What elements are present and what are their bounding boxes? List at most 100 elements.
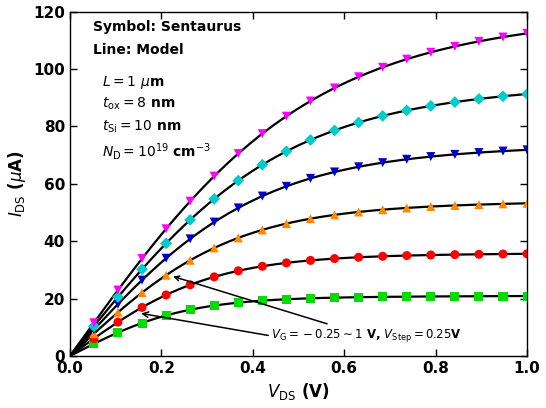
Point: [498, 251, 507, 257]
Point: [426, 103, 435, 109]
Y-axis label: $I_{\mathrm{DS}}$ ($\mu$A): $I_{\mathrm{DS}}$ ($\mu$A): [5, 151, 27, 217]
Point: [378, 253, 387, 259]
Text: $t_{\mathrm{Si}} = 10$ nm: $t_{\mathrm{Si}} = 10$ nm: [102, 118, 181, 135]
Point: [450, 202, 459, 209]
Point: [210, 274, 218, 280]
Text: $L = 1$ $\mu$m: $L = 1$ $\mu$m: [102, 73, 164, 91]
Point: [210, 195, 218, 202]
Point: [306, 295, 315, 302]
Point: [426, 252, 435, 258]
Point: [90, 341, 98, 347]
Point: [498, 201, 507, 207]
Point: [258, 131, 267, 137]
Point: [138, 304, 146, 310]
Point: [282, 259, 291, 266]
Point: [402, 56, 411, 62]
Point: [523, 30, 531, 37]
Point: [474, 201, 483, 208]
Point: [114, 329, 122, 336]
Point: [90, 319, 98, 326]
Point: [498, 148, 507, 154]
Point: [138, 289, 146, 296]
Point: [282, 183, 291, 190]
Point: [378, 206, 387, 213]
Point: [523, 293, 531, 299]
Point: [234, 299, 242, 306]
Point: [523, 200, 531, 206]
Point: [450, 251, 459, 258]
Point: [186, 306, 194, 313]
Point: [138, 320, 146, 326]
Point: [498, 34, 507, 40]
Text: $t_{\mathrm{ox}} = 8$ nm: $t_{\mathrm{ox}} = 8$ nm: [102, 96, 175, 112]
Point: [354, 119, 363, 126]
Point: [354, 164, 363, 170]
Point: [234, 205, 242, 211]
Point: [330, 85, 339, 91]
Point: [282, 148, 291, 155]
Point: [378, 64, 387, 71]
Point: [90, 323, 98, 330]
Point: [210, 173, 218, 180]
Point: [114, 294, 122, 300]
Point: [523, 91, 531, 97]
Point: [162, 226, 170, 232]
Point: [498, 293, 507, 299]
Point: [186, 282, 194, 288]
Point: [162, 255, 170, 262]
Point: [450, 293, 459, 299]
Point: [330, 255, 339, 262]
Point: [402, 252, 411, 259]
Point: [258, 193, 267, 200]
Point: [186, 235, 194, 242]
Point: [90, 330, 98, 337]
Point: [402, 107, 411, 114]
Point: [378, 113, 387, 119]
Text: Line: Model: Line: Model: [93, 42, 183, 57]
Point: [474, 293, 483, 299]
Point: [306, 215, 315, 222]
Point: [162, 292, 170, 298]
Text: Symbol: Sentaurus: Symbol: Sentaurus: [93, 20, 241, 34]
Point: [330, 127, 339, 134]
Point: [523, 251, 531, 257]
Text: $V_{\mathrm{G}} = -0.25\sim1$ V, $V_{\mathrm{Step}} = 0.25$V: $V_{\mathrm{G}} = -0.25\sim1$ V, $V_{\ma…: [175, 276, 462, 344]
Point: [402, 156, 411, 162]
Point: [186, 198, 194, 204]
Point: [498, 93, 507, 100]
Point: [114, 301, 122, 307]
Point: [186, 257, 194, 264]
Point: [306, 175, 315, 182]
Point: [450, 43, 459, 50]
Point: [354, 294, 363, 300]
Text: $N_{\mathrm{D}} = 10^{19}$ cm$^{-3}$: $N_{\mathrm{D}} = 10^{19}$ cm$^{-3}$: [102, 141, 211, 162]
Point: [402, 205, 411, 211]
Point: [523, 146, 531, 153]
Point: [90, 326, 98, 333]
Point: [426, 293, 435, 300]
Point: [282, 113, 291, 120]
Point: [258, 263, 267, 270]
Point: [90, 335, 98, 342]
Point: [474, 38, 483, 44]
Point: [330, 169, 339, 175]
Point: [306, 257, 315, 264]
Point: [210, 245, 218, 251]
Point: [426, 153, 435, 160]
Point: [282, 220, 291, 227]
Point: [474, 95, 483, 102]
Point: [114, 319, 122, 325]
Point: [354, 254, 363, 261]
Point: [474, 149, 483, 156]
Point: [138, 266, 146, 273]
Point: [258, 226, 267, 233]
Point: [426, 49, 435, 55]
Point: [282, 296, 291, 302]
Point: [210, 219, 218, 225]
Point: [258, 162, 267, 168]
Point: [306, 137, 315, 143]
Point: [354, 73, 363, 80]
Point: [450, 151, 459, 157]
Point: [330, 212, 339, 218]
Point: [210, 302, 218, 309]
